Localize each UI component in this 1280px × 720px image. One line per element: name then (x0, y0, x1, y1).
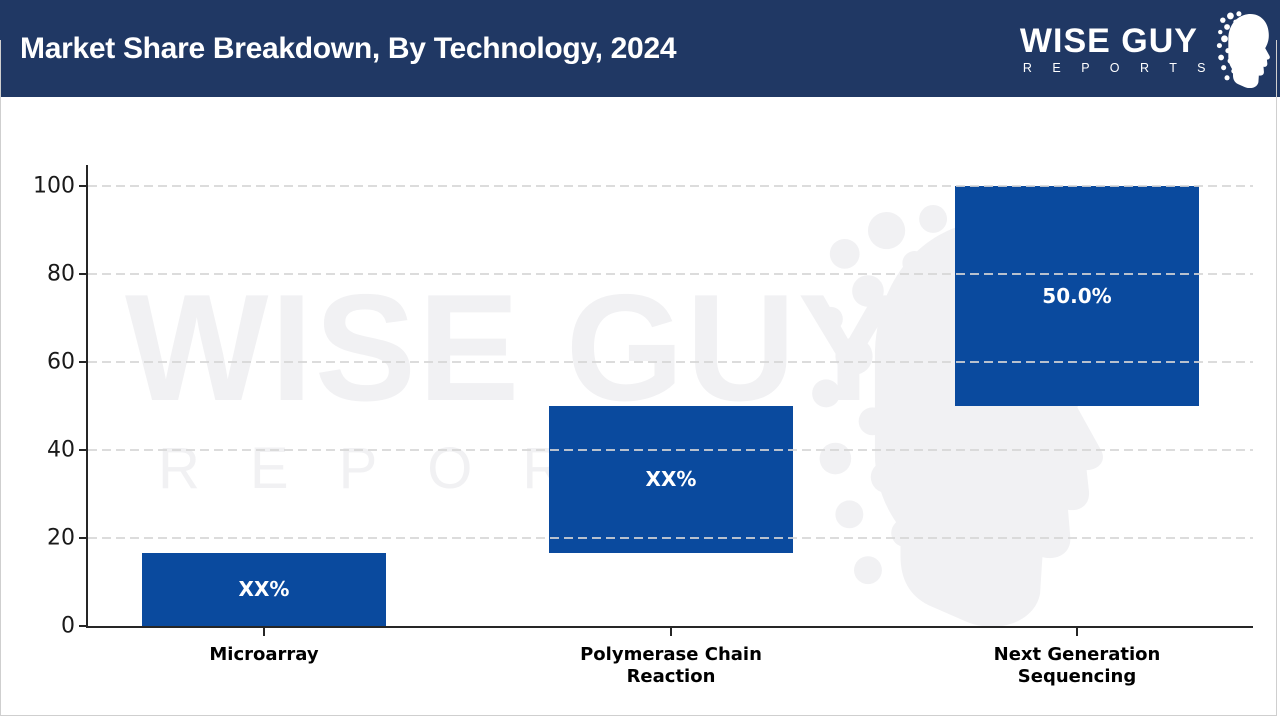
brand-name: WISE GUY (1019, 21, 1198, 60)
category-label-line: Sequencing (1017, 665, 1137, 687)
gridline-100 (88, 185, 1253, 187)
y-tick-mark (79, 273, 87, 275)
bar-value-label: XX% (645, 467, 697, 492)
category-label-line: Microarray (209, 644, 319, 665)
bar-polymerase-chain-reaction (549, 406, 793, 553)
bar-value-label: XX% (238, 577, 290, 602)
x-tick-mark (1076, 628, 1078, 636)
x-tick-mark (670, 628, 672, 636)
y-tick-label: 80 (47, 261, 75, 287)
y-tick-mark (79, 361, 87, 363)
gridline-20 (88, 537, 1253, 539)
y-tick-label: 0 (61, 613, 75, 639)
brand-subtitle: R E P O R T S (1022, 60, 1214, 75)
bar-next-generation-sequencing (955, 186, 1199, 406)
x-axis-line (86, 626, 1253, 628)
category-label-next-generation: Next Generation Sequencing (994, 644, 1161, 687)
y-tick-mark (79, 185, 87, 187)
x-tick-mark (263, 628, 265, 636)
y-tick-label: 100 (33, 173, 75, 199)
brand-logo: WISE GUY R E P O R T S (1020, 6, 1272, 92)
page-title: Market Share Breakdown, By Technology, 2… (20, 31, 677, 65)
gridline-80 (88, 273, 1253, 275)
header-band: Market Share Breakdown, By Technology, 2… (0, 0, 1280, 97)
y-tick-mark (79, 449, 87, 451)
gridline-60 (88, 361, 1253, 363)
brand-logo-text: WISE GUY R E P O R T S (1020, 24, 1214, 75)
category-label-microarray: Microarray (209, 644, 318, 666)
gridline-40 (88, 449, 1253, 451)
face-logo-icon (1216, 10, 1272, 88)
category-label-line: Polymerase Chain (580, 644, 762, 665)
category-label-line: Next Generation (993, 644, 1161, 665)
y-tick-label: 60 (47, 349, 75, 375)
y-axis-line (86, 165, 88, 628)
category-label-polymerase-chain: Polymerase Chain Reaction (580, 644, 762, 687)
watermark-brand-name: WISE GUY (125, 263, 902, 433)
category-label-line: Reaction (626, 665, 716, 687)
y-tick-mark (79, 537, 87, 539)
y-tick-label: 20 (47, 525, 75, 551)
bar-value-label: 50.0% (1042, 284, 1112, 308)
y-tick-label: 40 (47, 437, 75, 463)
bar-microarray (142, 552, 386, 626)
y-tick-mark (79, 625, 87, 627)
